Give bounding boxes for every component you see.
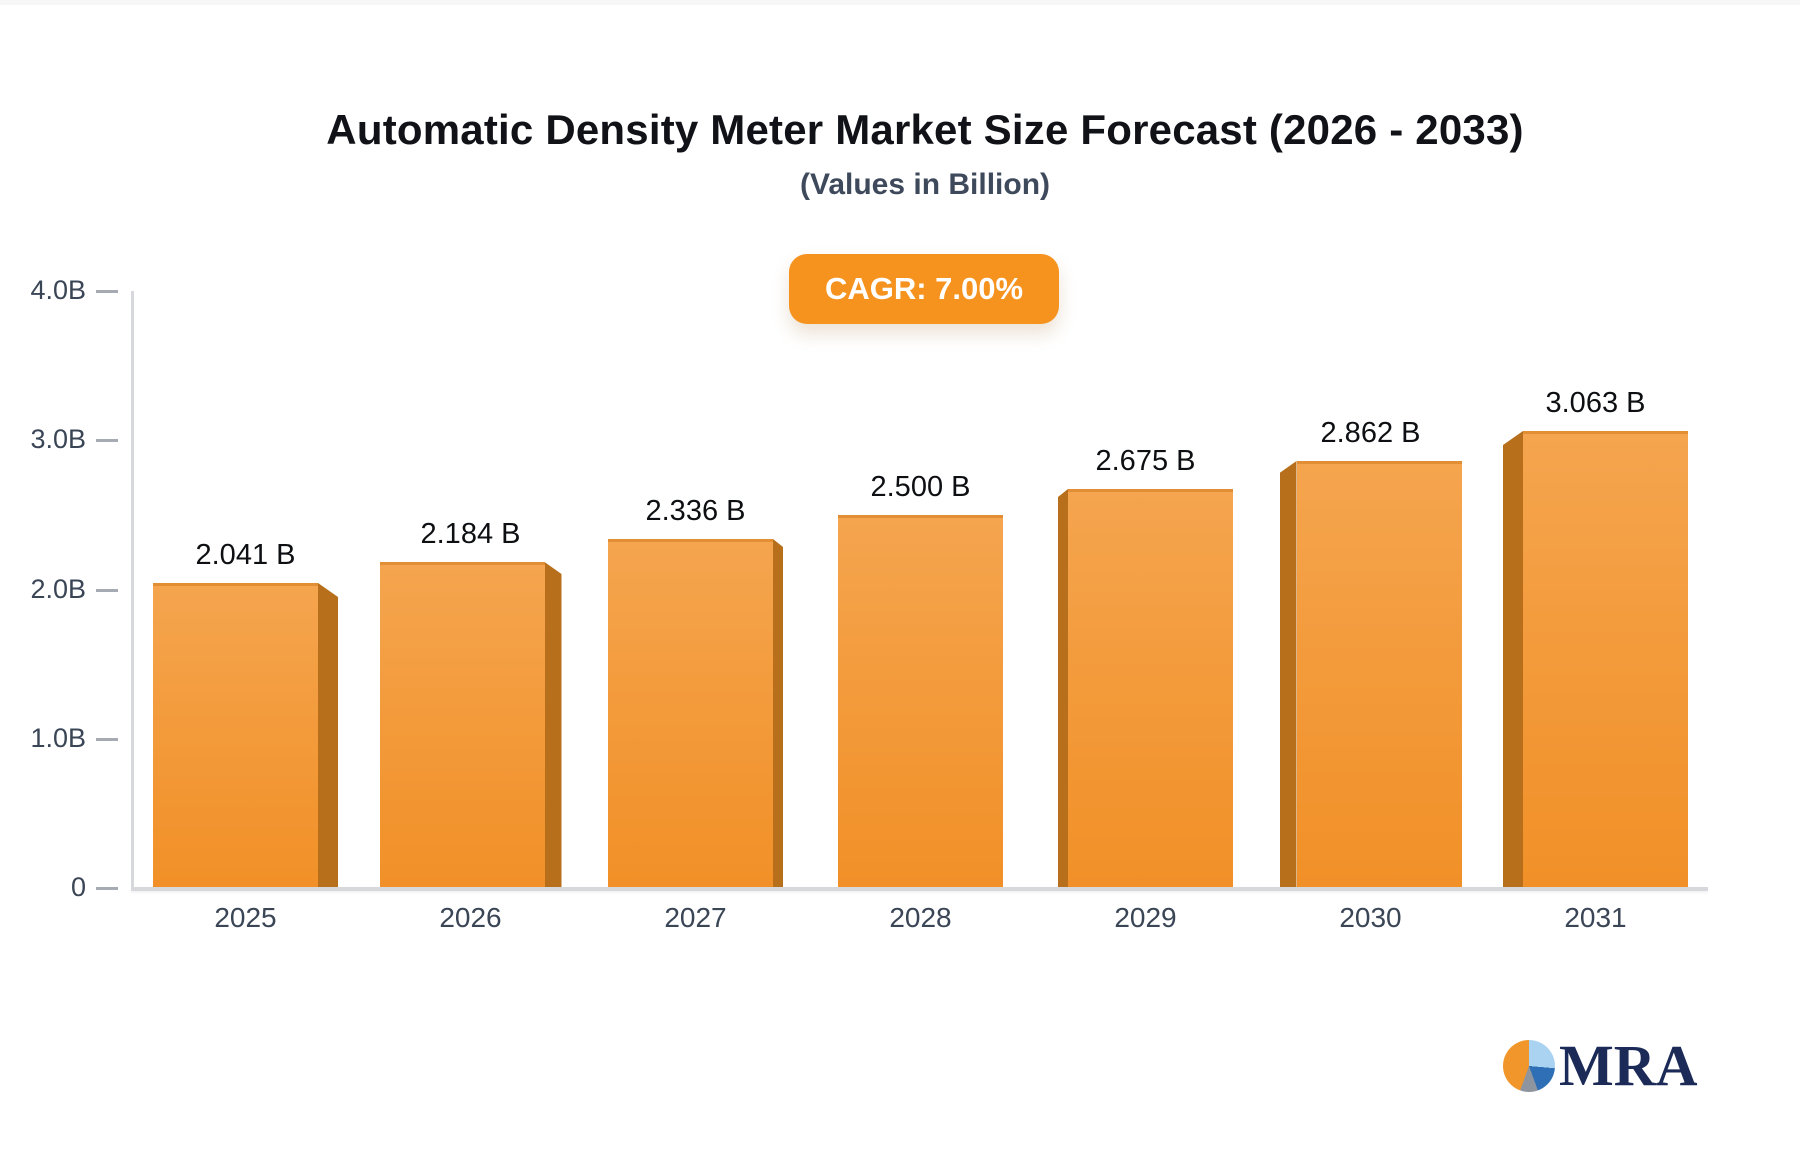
- y-tick: [96, 737, 118, 741]
- x-axis-label: 2030: [1339, 902, 1402, 933]
- bar-value-label: 2.675 B: [1095, 445, 1196, 477]
- chart-subtitle: (Values in Billion): [799, 168, 1051, 201]
- y-tick-label: 1.0B: [30, 722, 86, 753]
- brand-logo: MRA: [1503, 1033, 1698, 1098]
- x-axis-label: 2027: [664, 902, 727, 933]
- bar-2030[interactable]: [1296, 461, 1462, 888]
- bar-value-label: 2.862 B: [1320, 417, 1421, 449]
- y-tick-label: 4.0B: [30, 275, 86, 305]
- y-axis-line: [131, 291, 134, 891]
- x-axis-label: 2031: [1564, 902, 1627, 933]
- brand-text: MRA: [1559, 1033, 1698, 1098]
- y-tick: [96, 290, 118, 293]
- y-tick-label: 2.0B: [30, 573, 86, 604]
- bar-2027[interactable]: [608, 539, 773, 888]
- bar-value-label: 3.063 B: [1545, 387, 1646, 419]
- bar-value-label: 2.500 B: [870, 471, 971, 503]
- bar-side-face-2027: [773, 539, 783, 888]
- x-axis-label: 2029: [1114, 902, 1177, 933]
- y-tick-label: 0: [70, 872, 86, 902]
- y-tick: [96, 439, 118, 443]
- x-axis-label: 2026: [439, 902, 502, 933]
- bar-side-face-2030: [1279, 461, 1297, 888]
- bar-side-face-2025: [318, 583, 338, 888]
- bar-2025[interactable]: [153, 583, 318, 888]
- bar-side-face-2026: [544, 562, 562, 888]
- chart-title: Automatic Density Meter Market Size Fore…: [326, 106, 1524, 153]
- x-axis-line: [131, 887, 1708, 891]
- cagr-badge: CAGR: 7.00%: [789, 254, 1059, 324]
- y-tick: [96, 887, 118, 890]
- x-axis-label: 2025: [214, 902, 277, 933]
- x-axis-label: 2028: [889, 902, 952, 933]
- bar-side-face-2029: [1058, 489, 1068, 888]
- bar-value-label: 2.336 B: [645, 495, 746, 527]
- bar-2028[interactable]: [838, 515, 1003, 888]
- page-top-strip: [0, 0, 1800, 5]
- bar-2026[interactable]: [379, 562, 545, 888]
- y-tick: [96, 588, 118, 592]
- pie-chart-icon: [1503, 1040, 1555, 1092]
- bar-2029[interactable]: [1068, 489, 1233, 888]
- bar-value-label: 2.041 B: [195, 539, 296, 571]
- bar-value-label: 2.184 B: [420, 518, 521, 550]
- bar-2031[interactable]: [1523, 431, 1688, 888]
- bar-side-face-2031: [1503, 431, 1523, 888]
- y-tick-label: 3.0B: [30, 424, 86, 455]
